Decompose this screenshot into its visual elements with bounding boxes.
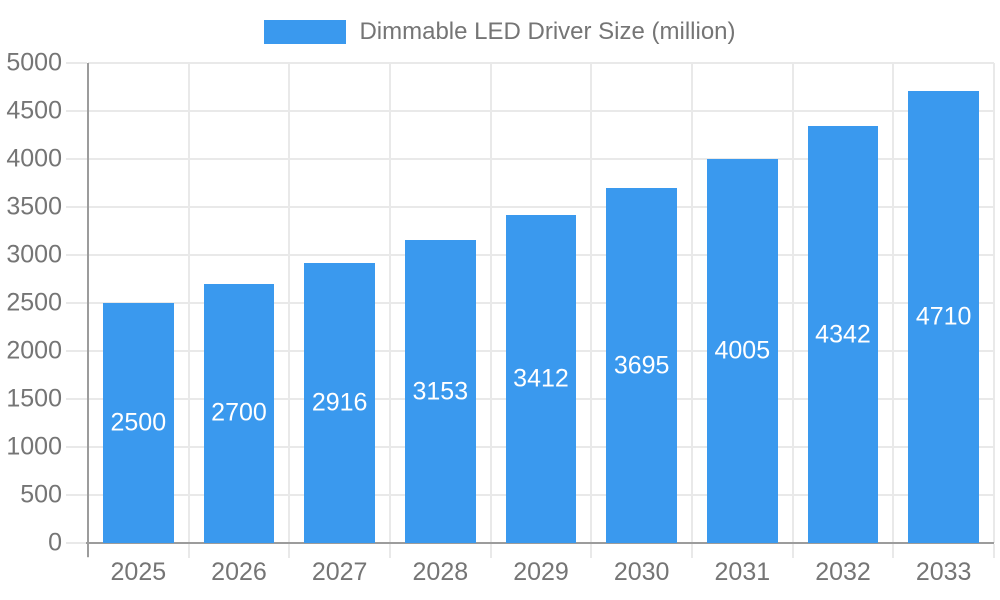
- x-tick-label: 2033: [915, 558, 972, 586]
- bar[interactable]: 2700: [203, 283, 275, 543]
- y-axis-tick: [66, 110, 87, 112]
- gridline-vertical: [187, 63, 190, 543]
- legend[interactable]: Dimmable LED Driver Size (million): [0, 18, 1000, 45]
- y-axis-line: [87, 63, 89, 557]
- x-axis-tick: [791, 544, 794, 558]
- bar[interactable]: 4710: [908, 90, 979, 543]
- x-axis-tick: [489, 544, 492, 558]
- y-tick-label: 1000: [6, 432, 62, 461]
- gridline-horizontal: [88, 206, 994, 208]
- bar-value-label: 3412: [513, 364, 569, 393]
- gridline-vertical: [993, 63, 995, 543]
- x-tick-label: 2028: [412, 558, 469, 586]
- gridline-vertical: [489, 63, 492, 543]
- x-tick-label: 2030: [613, 558, 670, 586]
- bar-value-label: 3153: [412, 377, 469, 406]
- gridline-vertical: [690, 63, 693, 543]
- y-axis-tick: [66, 446, 87, 448]
- gridline-vertical: [791, 63, 794, 543]
- gridline-horizontal: [88, 158, 994, 160]
- y-tick-label: 5000: [6, 48, 62, 77]
- y-axis-tick: [66, 398, 87, 400]
- bar-value-label: 4342: [815, 320, 871, 349]
- y-axis-tick: [66, 302, 87, 304]
- gridline-vertical: [388, 63, 391, 543]
- plot-area: 0 500 1000 1500 2000 2500 3000 3500 4000 4500 5000…: [6, 50, 995, 585]
- bar[interactable]: 3412: [505, 215, 577, 543]
- y-axis-tick: [66, 494, 87, 496]
- x-axis-tick: [892, 544, 895, 558]
- gridline-horizontal: [88, 110, 994, 112]
- y-axis-tick: [66, 62, 87, 64]
- bar[interactable]: 4342: [807, 126, 879, 543]
- bar[interactable]: 3695: [606, 188, 677, 543]
- gridline-vertical: [590, 63, 593, 543]
- bar[interactable]: 2500: [103, 303, 174, 543]
- x-tick-label: 2032: [815, 558, 871, 586]
- y-tick-label: 2500: [6, 288, 62, 317]
- bar-value-label: 4710: [915, 302, 972, 331]
- y-tick-label: 4500: [6, 96, 62, 125]
- y-axis-tick: [66, 206, 87, 208]
- y-axis-tick: [66, 158, 87, 160]
- y-axis-tick: [66, 350, 87, 352]
- x-axis-line: [86, 542, 994, 544]
- bar-value-label: 2700: [211, 398, 267, 427]
- x-tick-label: 2027: [311, 558, 368, 586]
- x-axis-tick: [187, 544, 190, 558]
- bar[interactable]: 2916: [304, 263, 375, 543]
- x-axis-tick: [288, 544, 291, 558]
- bar-value-label: 4005: [714, 336, 771, 365]
- gridline-vertical: [892, 63, 895, 543]
- legend-label: Dimmable LED Driver Size (million): [359, 18, 736, 45]
- gridline-vertical: [288, 63, 291, 543]
- bar[interactable]: 3153: [405, 240, 476, 543]
- x-tick-label: 2029: [513, 558, 569, 586]
- x-tick-label: 2031: [714, 558, 771, 586]
- y-tick-label: 0: [48, 528, 62, 557]
- y-axis-tick: [66, 254, 87, 256]
- x-tick-label: 2026: [211, 558, 267, 586]
- x-axis-tick: [590, 544, 593, 558]
- x-tick-label: 2025: [110, 558, 167, 586]
- y-tick-label: 2000: [6, 336, 62, 365]
- y-tick-label: 3500: [6, 192, 62, 221]
- y-tick-label: 500: [20, 480, 62, 509]
- bar[interactable]: 4005: [707, 158, 778, 543]
- y-axis-tick: [66, 542, 87, 544]
- y-tick-label: 1500: [6, 384, 62, 413]
- bar-value-label: 2500: [110, 408, 167, 437]
- legend-swatch-icon: [264, 20, 347, 44]
- x-axis-tick: [993, 544, 995, 558]
- gridline-horizontal: [88, 62, 994, 64]
- bar-value-label: 3695: [613, 351, 670, 380]
- y-tick-label: 3000: [6, 240, 62, 269]
- x-axis-tick: [388, 544, 391, 558]
- x-axis-tick: [690, 544, 693, 558]
- y-tick-label: 4000: [6, 144, 62, 173]
- bar-value-label: 2916: [311, 388, 368, 417]
